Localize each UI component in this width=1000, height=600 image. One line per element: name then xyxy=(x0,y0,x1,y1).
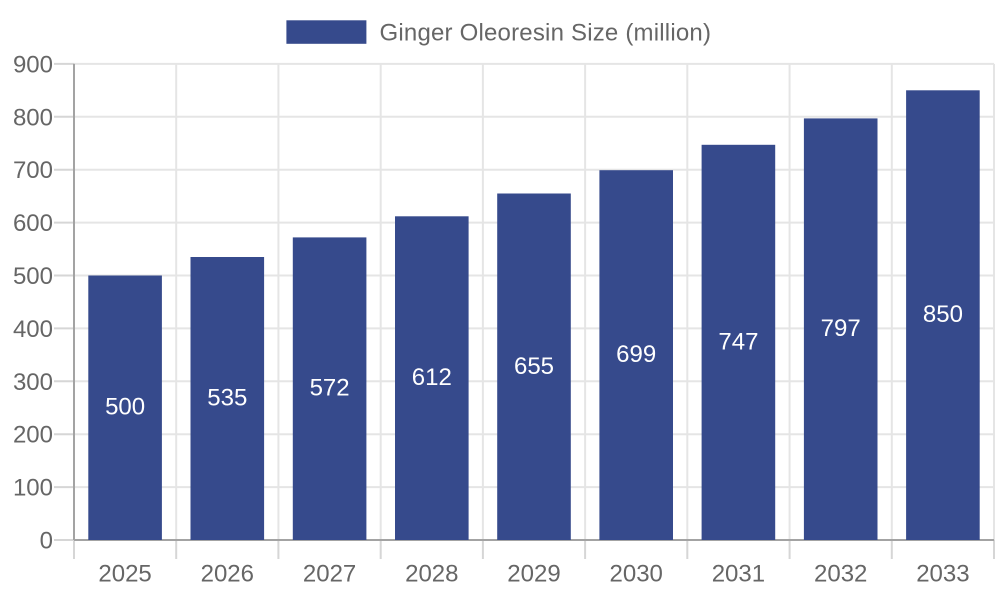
svg-text:2026: 2026 xyxy=(201,561,254,588)
svg-text:699: 699 xyxy=(616,341,656,368)
svg-text:2031: 2031 xyxy=(712,561,765,588)
svg-text:600: 600 xyxy=(13,210,53,237)
svg-text:700: 700 xyxy=(13,157,53,184)
svg-text:747: 747 xyxy=(718,328,758,355)
svg-text:200: 200 xyxy=(13,422,53,449)
svg-text:2029: 2029 xyxy=(507,561,560,588)
svg-text:2027: 2027 xyxy=(303,561,356,588)
svg-text:2033: 2033 xyxy=(916,561,969,588)
svg-text:797: 797 xyxy=(821,315,861,342)
svg-text:800: 800 xyxy=(13,104,53,131)
svg-text:500: 500 xyxy=(13,263,53,290)
svg-text:0: 0 xyxy=(40,528,53,555)
svg-text:572: 572 xyxy=(310,375,350,402)
svg-text:500: 500 xyxy=(105,394,145,421)
svg-text:655: 655 xyxy=(514,353,554,380)
svg-text:900: 900 xyxy=(13,51,53,78)
svg-text:Ginger Oleoresin Size (million: Ginger Oleoresin Size (million) xyxy=(380,20,712,47)
svg-text:2032: 2032 xyxy=(814,561,867,588)
svg-text:2030: 2030 xyxy=(610,561,663,588)
svg-text:535: 535 xyxy=(207,385,247,412)
svg-text:2025: 2025 xyxy=(98,561,151,588)
svg-text:612: 612 xyxy=(412,364,452,391)
svg-text:300: 300 xyxy=(13,369,53,396)
svg-text:2028: 2028 xyxy=(405,561,458,588)
svg-text:100: 100 xyxy=(13,475,53,502)
svg-text:850: 850 xyxy=(923,301,963,328)
svg-text:400: 400 xyxy=(13,316,53,343)
